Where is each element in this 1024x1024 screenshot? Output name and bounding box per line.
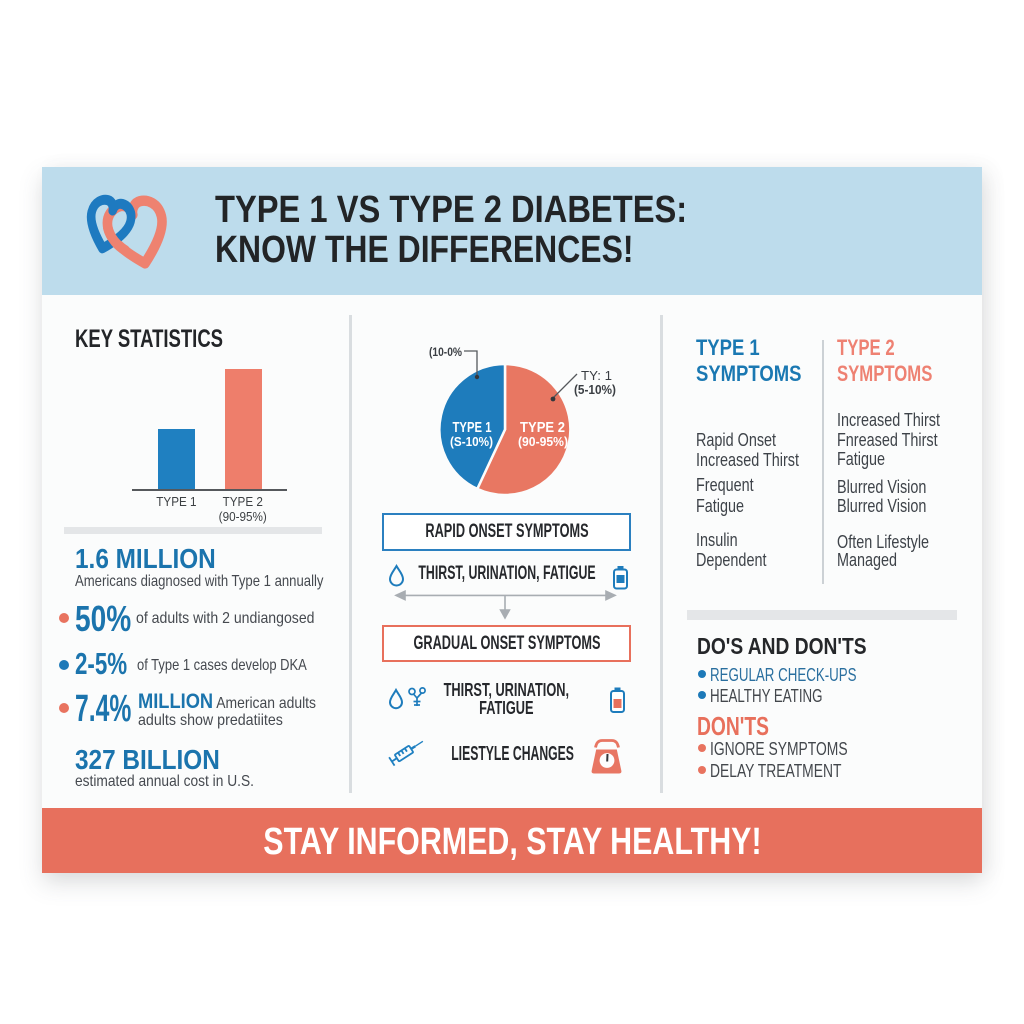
svg-text:(10-0%: (10-0%	[429, 345, 462, 359]
svg-text:TY: 1: TY: 1	[581, 369, 612, 383]
svg-text:TYPE 1: TYPE 1	[453, 419, 492, 436]
svg-text:(90-95%): (90-95%)	[518, 434, 568, 449]
svg-text:(S-10%): (S-10%)	[450, 434, 493, 449]
svg-text:TYPE 2: TYPE 2	[520, 419, 565, 436]
svg-text:(5-10%): (5-10%)	[574, 383, 616, 397]
